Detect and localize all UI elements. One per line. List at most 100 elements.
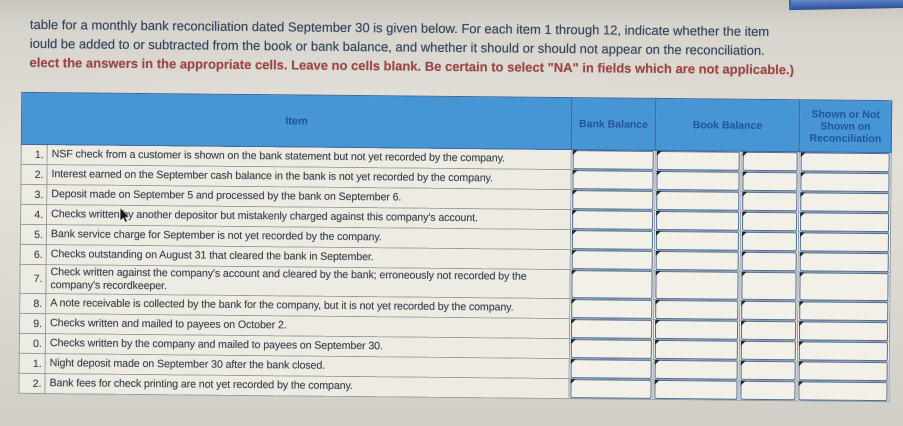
column-header-item: Item: [21, 92, 572, 150]
book-balance-select-right[interactable]: [740, 360, 796, 381]
dropdown-corner-icon: [799, 272, 805, 278]
dropdown-corner-icon: [571, 270, 577, 276]
reconciliation-select[interactable]: [800, 152, 890, 173]
book-balance-select-left[interactable]: [655, 230, 739, 251]
bank-balance-select[interactable]: [571, 230, 654, 250]
column-header-book-balance: Book Balance: [655, 98, 800, 152]
book-balance-select-right[interactable]: [740, 340, 796, 361]
bank-balance-select[interactable]: [572, 150, 654, 170]
book-balance-select-left[interactable]: [656, 190, 740, 211]
bank-balance-select[interactable]: [572, 170, 654, 190]
book-balance-select-left[interactable]: [654, 359, 738, 380]
header-row: Item Bank Balance Book Balance Shown or …: [21, 92, 892, 153]
dropdown-corner-icon: [655, 319, 661, 325]
bank-balance-select[interactable]: [571, 250, 653, 270]
item-number: 8.: [19, 293, 46, 314]
reconciliation-select[interactable]: [799, 301, 889, 322]
dropdown-corner-icon: [655, 250, 661, 256]
dropdown-corner-icon: [655, 270, 661, 276]
column-header-bank-balance: Bank Balance: [571, 97, 656, 151]
bank-balance-select[interactable]: [572, 210, 654, 230]
dropdown-corner-icon: [741, 251, 747, 257]
dropdown-corner-icon: [800, 212, 806, 218]
dropdown-corner-icon: [741, 271, 747, 277]
book-balance-select-right[interactable]: [742, 151, 798, 172]
dropdown-corner-icon: [572, 210, 578, 216]
reconciliation-select[interactable]: [798, 321, 889, 342]
dropdown-corner-icon: [799, 232, 806, 238]
book-balance-select-right[interactable]: [740, 380, 796, 401]
bank-balance-select[interactable]: [571, 299, 653, 319]
dropdown-corner-icon: [798, 341, 804, 347]
table-row: 4. Checks written by another depositor b…: [20, 204, 891, 233]
book-balance-select-right[interactable]: [742, 191, 798, 212]
bank-balance-select[interactable]: [570, 359, 652, 379]
dropdown-corner-icon: [571, 319, 577, 325]
dropdown-corner-icon: [654, 339, 660, 345]
bank-balance-select[interactable]: [570, 339, 652, 359]
dropdown-corner-icon: [570, 359, 576, 365]
reconciliation-select[interactable]: [798, 361, 888, 382]
reconciliation-select[interactable]: [800, 212, 890, 233]
dropdown-corner-icon: [741, 231, 747, 237]
reconciliation-select[interactable]: [798, 341, 888, 362]
column-header-shown-or-not: Shown or Not Shown on Reconciliation: [799, 99, 892, 153]
dropdown-corner-icon: [571, 250, 577, 256]
reconciliation-select[interactable]: [800, 172, 890, 193]
item-number: 1.: [19, 353, 46, 374]
bank-balance-select[interactable]: [571, 270, 653, 299]
dropdown-corner-icon: [740, 340, 746, 346]
book-balance-select-left[interactable]: [654, 319, 739, 340]
dropdown-corner-icon: [742, 191, 748, 197]
reconciliation-select[interactable]: [798, 381, 888, 402]
dropdown-corner-icon: [570, 379, 576, 385]
reconciliation-table: Item Bank Balance Book Balance Shown or …: [18, 91, 893, 403]
book-balance-select-left[interactable]: [654, 339, 738, 360]
book-balance-select-left[interactable]: [656, 150, 740, 171]
reconciliation-select[interactable]: [800, 192, 890, 213]
bank-balance-select[interactable]: [570, 319, 653, 339]
dropdown-corner-icon: [572, 150, 578, 156]
book-balance-select-right[interactable]: [741, 251, 797, 272]
book-balance-select-left[interactable]: [655, 270, 739, 300]
dropdown-corner-icon: [800, 152, 806, 158]
book-balance-select-right[interactable]: [742, 171, 798, 192]
book-balance-select-left[interactable]: [655, 250, 739, 271]
dropdown-corner-icon: [800, 172, 806, 178]
dropdown-corner-icon: [799, 321, 805, 327]
dropdown-corner-icon: [656, 170, 662, 176]
item-text: Checks written by another depositor but …: [46, 204, 571, 230]
book-balance-select-left[interactable]: [654, 379, 738, 400]
bank-balance-select[interactable]: [570, 379, 652, 399]
instructions: table for a monthly bank reconciliation …: [30, 15, 893, 80]
reconciliation-select[interactable]: [799, 232, 890, 253]
dropdown-corner-icon: [656, 150, 662, 156]
dropdown-corner-icon: [740, 380, 746, 386]
book-balance-select-right[interactable]: [742, 211, 798, 232]
book-balance-select-left[interactable]: [656, 210, 740, 231]
dropdown-corner-icon: [656, 210, 662, 216]
book-balance-select-right[interactable]: [741, 300, 797, 321]
dropdown-corner-icon: [742, 151, 748, 157]
dropdown-corner-icon: [741, 300, 747, 306]
dropdown-corner-icon: [572, 190, 578, 196]
item-number: 4.: [20, 204, 47, 225]
item-number: 3.: [20, 184, 47, 205]
book-balance-select-right[interactable]: [741, 271, 797, 301]
item-number: 0.: [19, 333, 46, 354]
reconciliation-select[interactable]: [799, 272, 889, 302]
bank-balance-select[interactable]: [572, 190, 654, 210]
dropdown-corner-icon: [741, 320, 747, 326]
book-balance-select-right[interactable]: [740, 320, 797, 341]
dropdown-corner-icon: [740, 360, 746, 366]
book-balance-select-left[interactable]: [655, 299, 739, 320]
item-number: 1.: [21, 144, 48, 165]
book-balance-select-right[interactable]: [741, 231, 798, 252]
item-number: 2.: [18, 373, 46, 394]
item-number: 7.: [19, 264, 47, 294]
dropdown-corner-icon: [571, 299, 577, 305]
book-balance-select-left[interactable]: [656, 170, 740, 191]
reconciliation-select[interactable]: [799, 252, 889, 273]
dropdown-corner-icon: [656, 190, 662, 196]
